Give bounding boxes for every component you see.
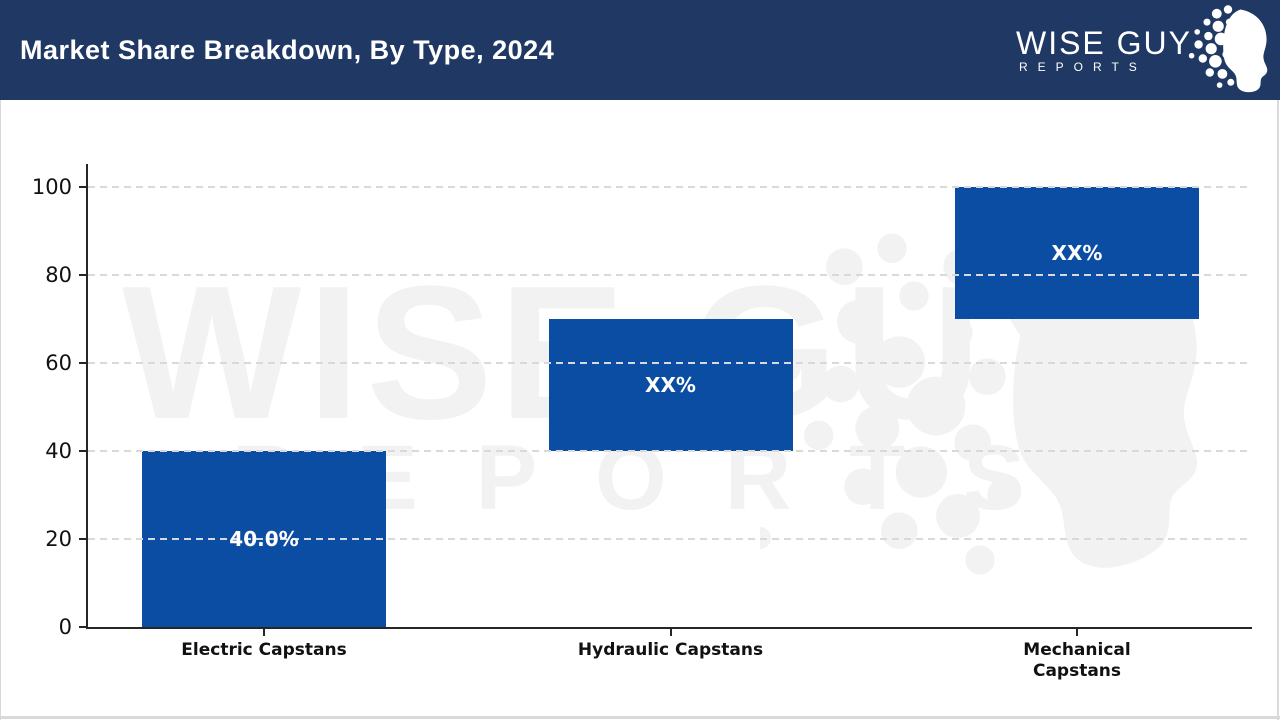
bar-value-label-2: XX% [1051, 241, 1103, 265]
y-tick-label-100: 100 [31, 175, 72, 199]
y-tick-60 [79, 362, 86, 364]
bottom-border [0, 716, 1280, 719]
bar-value-label-1: XX% [645, 373, 696, 397]
wiseguy-logo-text: WISE GUY REPORTS [1016, 26, 1192, 74]
y-tick-80 [79, 274, 86, 276]
y-tick-100 [79, 186, 86, 188]
gridline-20 [88, 538, 1252, 540]
header-bar: Market Share Breakdown, By Type, 2024 WI… [0, 0, 1280, 100]
chart-canvas: WISE GUY REPORTS [0, 100, 1280, 720]
page-title: Market Share Breakdown, By Type, 2024 [20, 34, 555, 65]
y-tick-20 [79, 538, 86, 540]
y-tick-label-60: 60 [45, 351, 72, 375]
bar-2 [955, 187, 1199, 319]
y-axis-spine [86, 164, 88, 629]
wiseguy-face-icon [1186, 2, 1270, 98]
gridline-80 [88, 274, 1252, 276]
y-tick-label-0: 0 [58, 615, 72, 639]
bar-value-label-0: 40.0% [229, 527, 299, 551]
x-tick-2 [1076, 629, 1078, 636]
x-category-label-1: Hydraulic Capstans [577, 640, 764, 660]
gridline-100 [88, 186, 1252, 188]
right-border [1277, 100, 1279, 720]
logo-subtitle: REPORTS [1018, 60, 1147, 74]
y-tick-40 [79, 450, 86, 452]
gridline-60 [88, 362, 1252, 364]
left-border [0, 100, 1, 720]
x-category-label-2: Mechanical Capstans [1023, 640, 1131, 681]
gridline-40 [88, 450, 1252, 452]
y-tick-label-20: 20 [45, 527, 72, 551]
y-tick-label-80: 80 [45, 263, 72, 287]
x-category-label-0: Electric Capstans [181, 640, 347, 660]
logo-wordmark: WISE GUY [1015, 25, 1192, 61]
bar-1 [548, 319, 793, 451]
y-tick-0 [79, 626, 86, 628]
x-axis-spine [86, 627, 1252, 629]
x-tick-0 [263, 629, 265, 636]
x-tick-1 [669, 629, 672, 636]
y-tick-label-40: 40 [45, 439, 72, 463]
wiseguy-logo: WISE GUY REPORTS [1016, 0, 1270, 100]
